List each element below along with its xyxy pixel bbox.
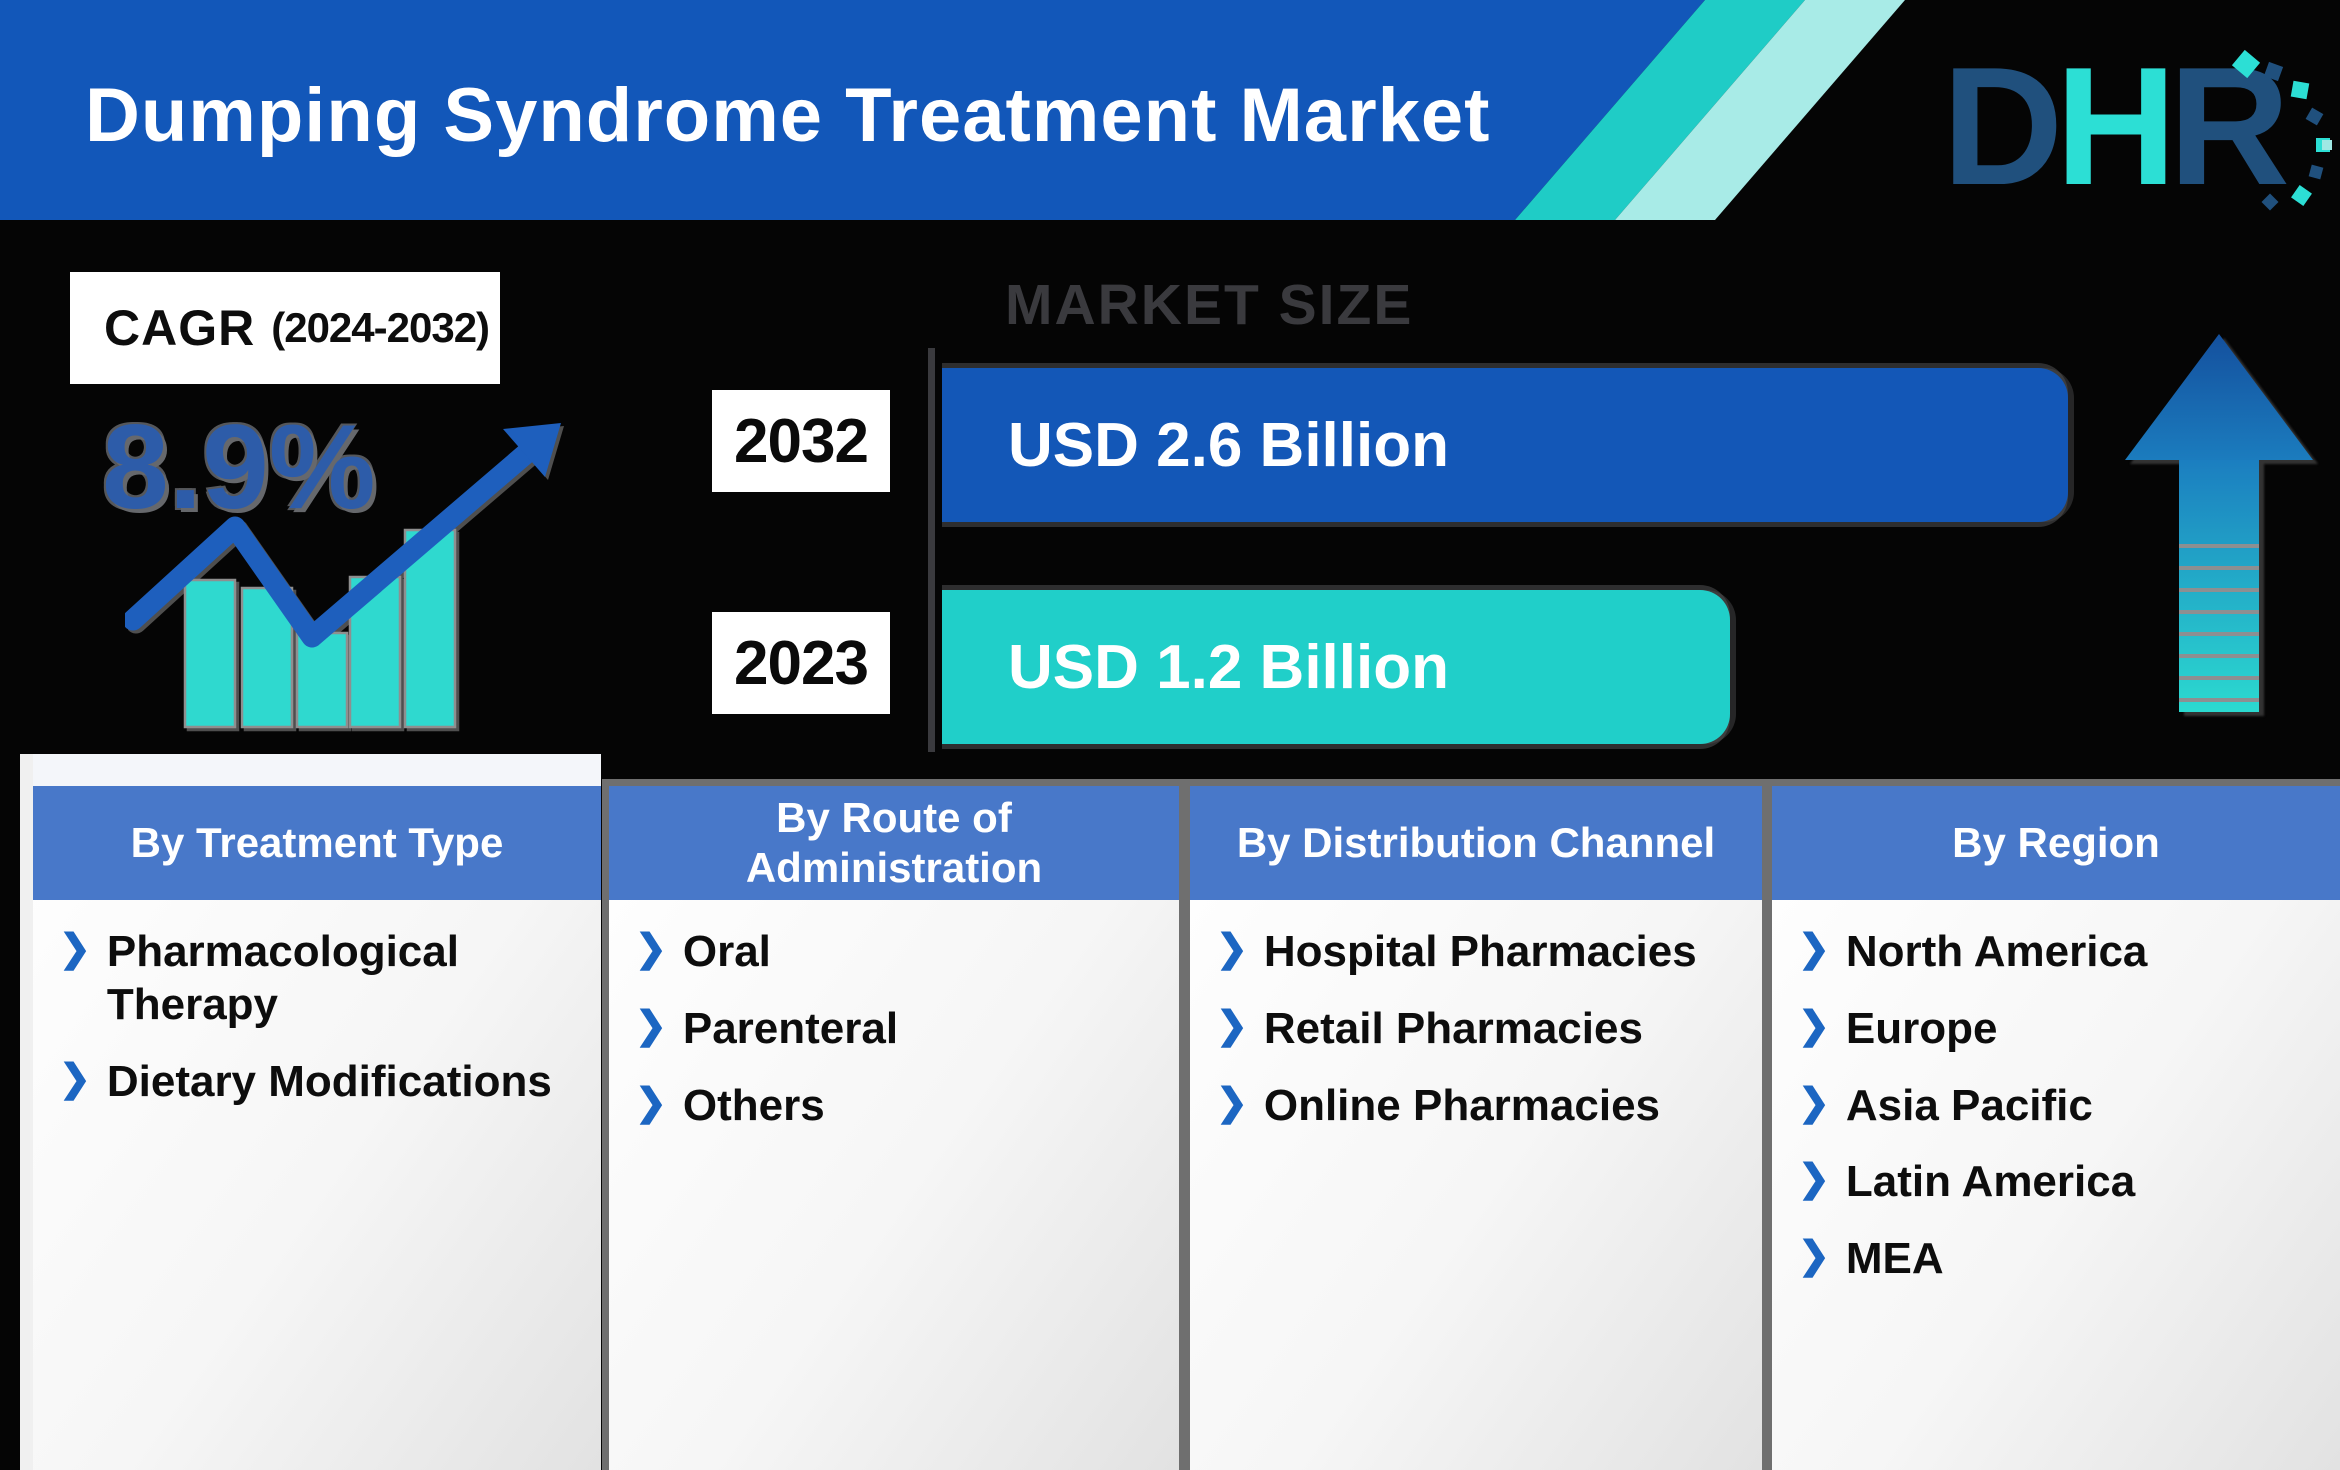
card-header-treatment-type: By Treatment Type — [33, 786, 601, 900]
segment-card-route: By Route of Administration ❯ Oral ❯ Parente… — [602, 779, 1186, 1470]
bar-2023: USD 1.2 Billion — [942, 590, 1730, 744]
segment-item-label: Europe — [1845, 1003, 1998, 1053]
route-list: ❯ Oral ❯ Parenteral ❯ Others — [609, 900, 1179, 1132]
segment-item-label: Hospital Pharmacies — [1263, 927, 1697, 976]
distribution-list: ❯ Hospital Pharmacies ❯ Retail Pharmacies ❯ O… — [1190, 900, 1762, 1132]
chart-axis-line — [928, 348, 935, 752]
list-item: ❯ North America — [1798, 926, 2326, 979]
cagr-label: CAGR — [104, 300, 256, 356]
year-label-2032: 2032 — [712, 390, 890, 492]
chevron-right-icon: ❯ — [59, 1057, 91, 1100]
cagr-range: (2024-2032) — [271, 304, 490, 351]
treatment-type-list: ❯ Pharmacological Therapy ❯ Dietary Modific… — [33, 900, 601, 1108]
card-header-distribution: By Distribution Channel — [1190, 786, 1762, 900]
chevron-right-icon: ❯ — [635, 928, 667, 970]
segment-item-label: Oral — [682, 927, 771, 976]
segment-item-label: Others — [682, 1080, 825, 1130]
list-item: ❯ Dietary Modifications — [59, 1056, 587, 1109]
chevron-right-icon: ❯ — [1798, 928, 1830, 970]
chevron-right-icon: ❯ — [635, 1004, 667, 1047]
chevron-right-icon: ❯ — [1798, 1235, 1830, 1278]
segment-item-label: MEA — [1845, 1234, 1944, 1284]
chevron-right-icon: ❯ — [1798, 1158, 1830, 1201]
segment-card-distribution: By Distribution Channel ❯ Hospital Pharma… — [1183, 779, 1769, 1470]
list-item: ❯ Retail Pharmacies — [1216, 1003, 1748, 1056]
list-item: ❯ Europe — [1798, 1003, 2326, 1056]
chevron-right-icon: ❯ — [1798, 1004, 1830, 1047]
growth-arrow-icon — [2125, 334, 2313, 712]
market-size-title: MARKET SIZE — [1005, 273, 1414, 337]
logo-dot — [2308, 164, 2324, 180]
segment-card-treatment-type: By Treatment Type ❯ Pharmacological Thera… — [33, 754, 601, 1470]
list-item: ❯ Hospital Pharmacies — [1216, 926, 1748, 979]
dhr-logo: DHR — [1942, 42, 2290, 210]
growth-chart-icon — [125, 423, 561, 729]
year-label-2023: 2023 — [712, 612, 890, 714]
segment-item-label: Asia Pacific — [1845, 1080, 2093, 1130]
logo-dot — [2290, 80, 2310, 100]
bar-2032: USD 2.6 Billion — [942, 368, 2068, 522]
page-title: Dumping Syndrome Treatment Market — [85, 73, 1491, 158]
list-item: ❯ Latin America — [1798, 1156, 2326, 1209]
card-header-route: By Route of Administration — [609, 786, 1179, 900]
list-item: ❯ Oral — [635, 926, 1165, 979]
bar-2023-value: USD 1.2 Billion — [1008, 632, 1449, 702]
segment-item-label: Parenteral — [682, 1003, 899, 1053]
cagr-label-box: CAGR (2024-2032) — [70, 272, 500, 384]
logo-letter-r: R — [2168, 32, 2290, 220]
chevron-right-icon: ❯ — [59, 928, 91, 970]
chevron-right-icon: ❯ — [1216, 1081, 1248, 1124]
segment-item-label: North America — [1845, 927, 2148, 976]
logo-letter-h: H — [2055, 32, 2176, 220]
logo-dot — [2322, 140, 2332, 150]
chevron-right-icon: ❯ — [1798, 1081, 1830, 1124]
card-header-region: By Region — [1772, 786, 2340, 900]
logo-dot — [2305, 107, 2324, 126]
chevron-right-icon: ❯ — [1216, 928, 1248, 970]
logo-letter-d: D — [1942, 32, 2063, 220]
region-list: ❯ North America ❯ Europe ❯ Asia Pacific ❯ Latin… — [1772, 900, 2340, 1286]
list-item: ❯ Others — [635, 1080, 1165, 1133]
segment-item-label: Retail Pharmacies — [1263, 1003, 1643, 1053]
list-item: ❯ MEA — [1798, 1233, 2326, 1286]
card-top-highlight — [33, 754, 601, 786]
list-item: ❯ Online Pharmacies — [1216, 1080, 1748, 1133]
segment-card-region: By Region ❯ North America ❯ Europe ❯ Asia Pac… — [1765, 779, 2340, 1470]
list-item: ❯ Asia Pacific — [1798, 1080, 2326, 1133]
segment-item-label: Dietary Modifications — [106, 1056, 552, 1106]
header-band — [0, 0, 1705, 220]
logo-dot — [2291, 185, 2312, 206]
list-item: ❯ Pharmacological Therapy — [59, 926, 587, 1032]
cagr-value: 8.9% — [102, 400, 376, 534]
chevron-right-icon: ❯ — [1216, 1004, 1248, 1047]
bar-2032-value: USD 2.6 Billion — [1008, 410, 1449, 480]
list-item: ❯ Parenteral — [635, 1003, 1165, 1056]
segment-item-label: Online Pharmacies — [1263, 1080, 1661, 1130]
segment-item-label: Pharmacological Therapy — [106, 927, 459, 1029]
segment-item-label: Latin America — [1845, 1157, 2136, 1207]
chevron-right-icon: ❯ — [635, 1081, 667, 1124]
